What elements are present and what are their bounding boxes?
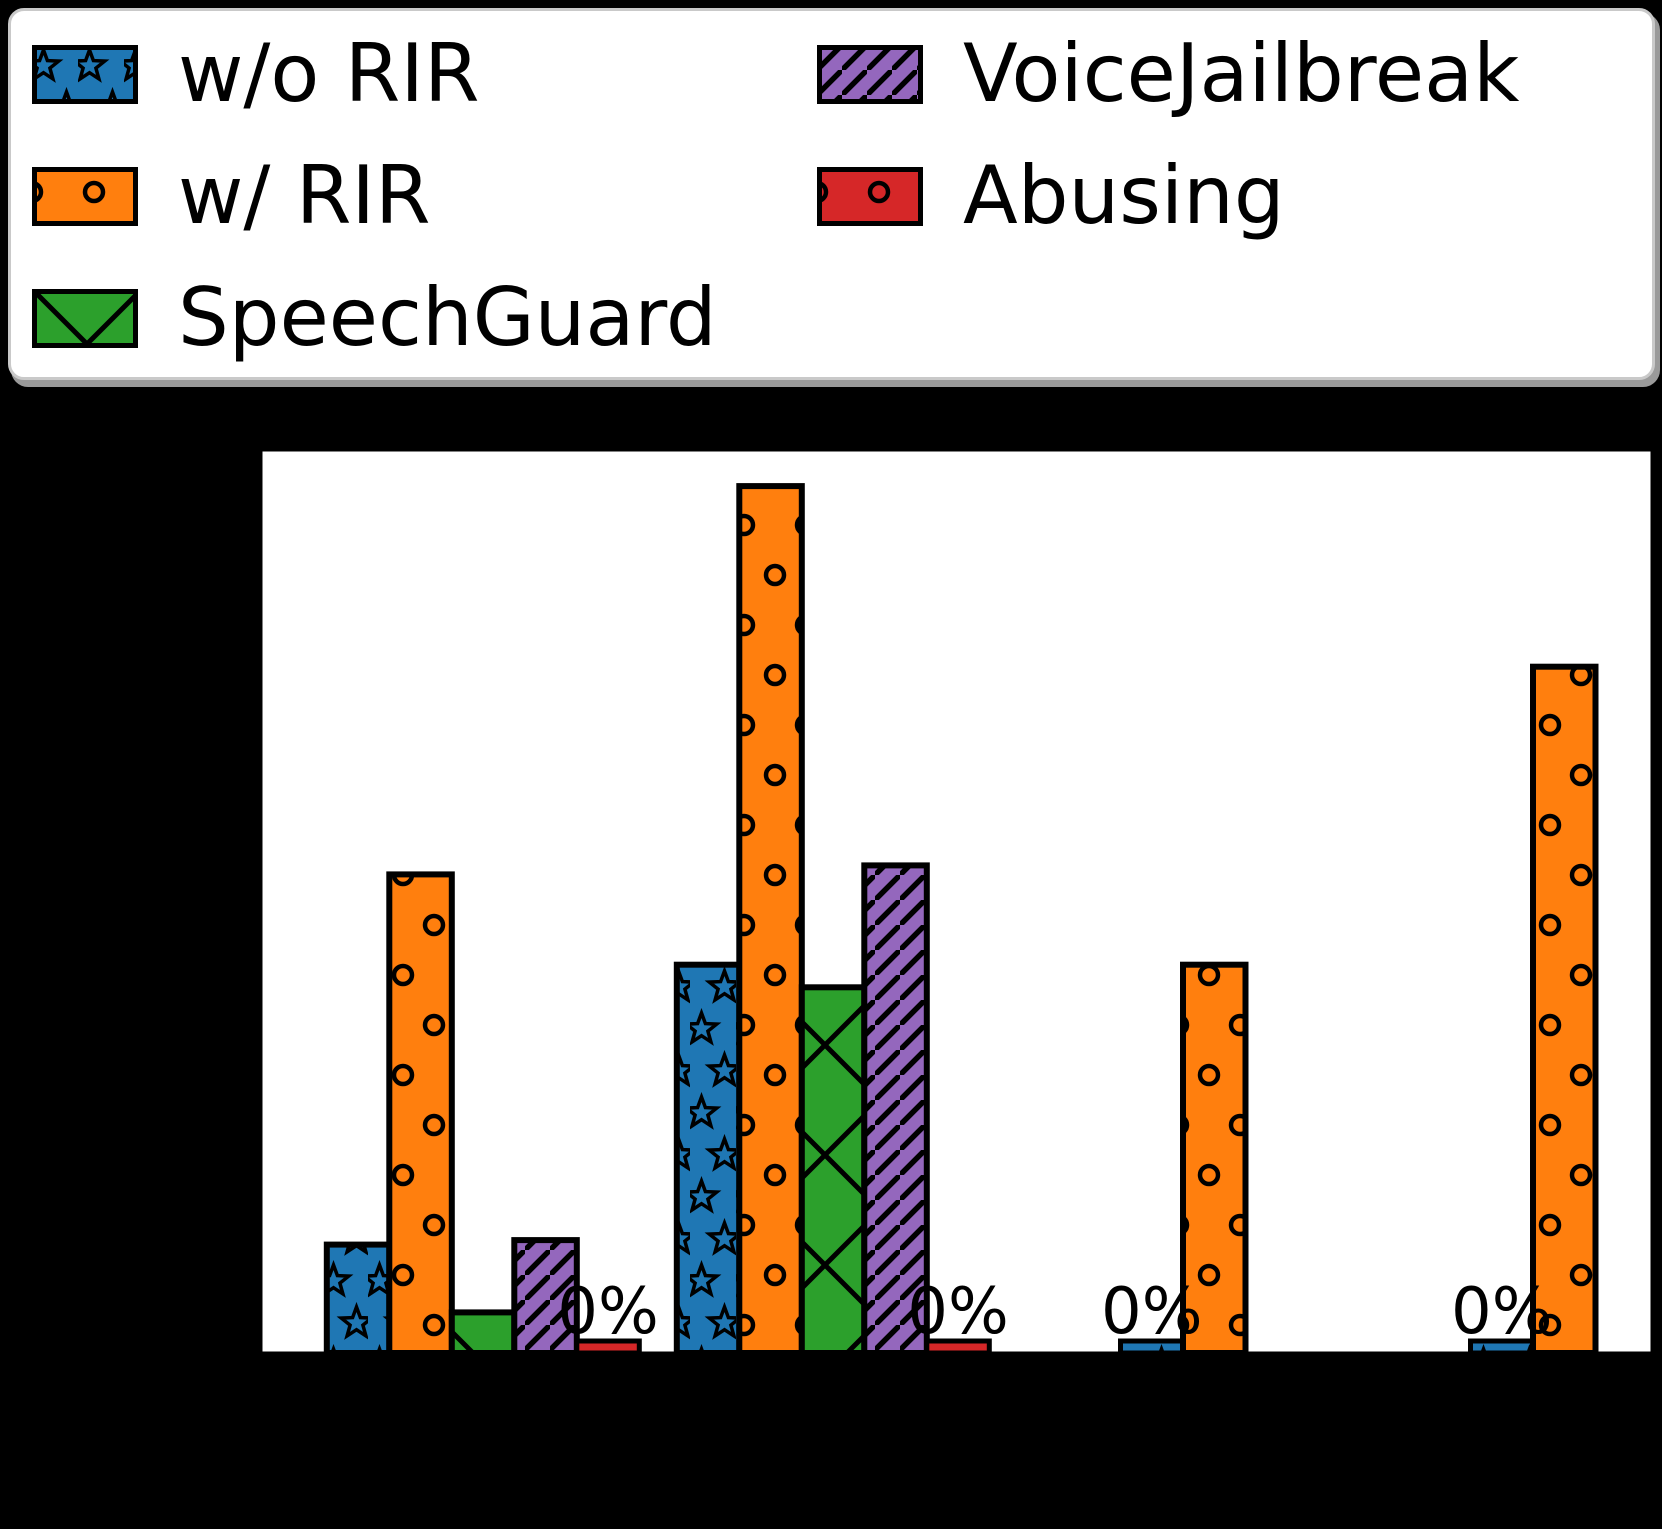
legend-item-speechguard: SpeechGuard (32, 278, 717, 358)
bars-group (323, 483, 1599, 1357)
legend: w/o RIR w/ RIR SpeechGuard VoiceJailbrea… (8, 8, 1655, 380)
bar-voicejailbreak-cat2 (861, 862, 930, 1357)
legend-item-wo-rir: w/o RIR (32, 34, 480, 114)
bar-voicejailbreak-cat1 (511, 1237, 580, 1356)
bar-w-rir-cat2 (736, 483, 805, 1357)
bar-w-o-rir-cat1 (323, 1241, 393, 1356)
bar-w-rir-cat1 (386, 871, 455, 1357)
legend-swatch-abusing (817, 166, 923, 226)
legend-swatch-voicejailbreak (817, 44, 923, 104)
bar-w-rir-cat3 (1180, 961, 1249, 1356)
bar-speechguard-cat1 (448, 1309, 518, 1357)
legend-label-abusing: Abusing (963, 149, 1285, 242)
legend-item-w-rir: w/ RIR (32, 156, 431, 236)
legend-swatch-speechguard (32, 288, 138, 348)
legend-swatch-wo-rir (32, 44, 138, 104)
bar-abusing-cat2 (924, 1338, 992, 1356)
bar-w-rir-cat4 (1530, 663, 1599, 1356)
zero-value-label-w-o-rir-cat3: 0% (1101, 1275, 1203, 1349)
zero-value-label-w-o-rir-cat4: 0% (1451, 1275, 1553, 1349)
legend-label-w-rir: w/ RIR (178, 149, 431, 242)
legend-label-wo-rir: w/o RIR (178, 27, 480, 120)
legend-label-voicejailbreak: VoiceJailbreak (963, 27, 1520, 120)
legend-swatch-w-rir (32, 166, 138, 226)
bar-abusing-cat1 (574, 1338, 642, 1356)
plot-area (259, 448, 1654, 1355)
bar-w-o-rir-cat2 (673, 961, 743, 1356)
legend-label-speechguard: SpeechGuard (178, 271, 717, 364)
bar-labels-group: 0% 0% 0% 0% (557, 1275, 1552, 1349)
zero-value-label-abusing-cat2: 0% (907, 1275, 1009, 1349)
bar-speechguard-cat2 (798, 984, 868, 1356)
legend-item-abusing: Abusing (817, 156, 1285, 236)
legend-item-voicejailbreak: VoiceJailbreak (817, 34, 1519, 114)
zero-value-label-abusing-cat1: 0% (557, 1275, 659, 1349)
